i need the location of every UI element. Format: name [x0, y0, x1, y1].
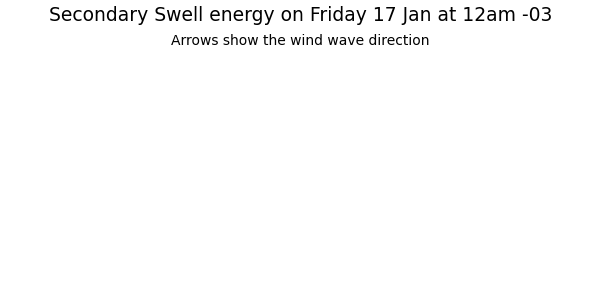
Text: cartopy required: cartopy required	[243, 167, 358, 181]
Text: Arrows show the wind wave direction: Arrows show the wind wave direction	[171, 34, 430, 49]
Text: Secondary Swell energy on Friday 17 Jan at 12am -03: Secondary Swell energy on Friday 17 Jan …	[49, 6, 552, 25]
